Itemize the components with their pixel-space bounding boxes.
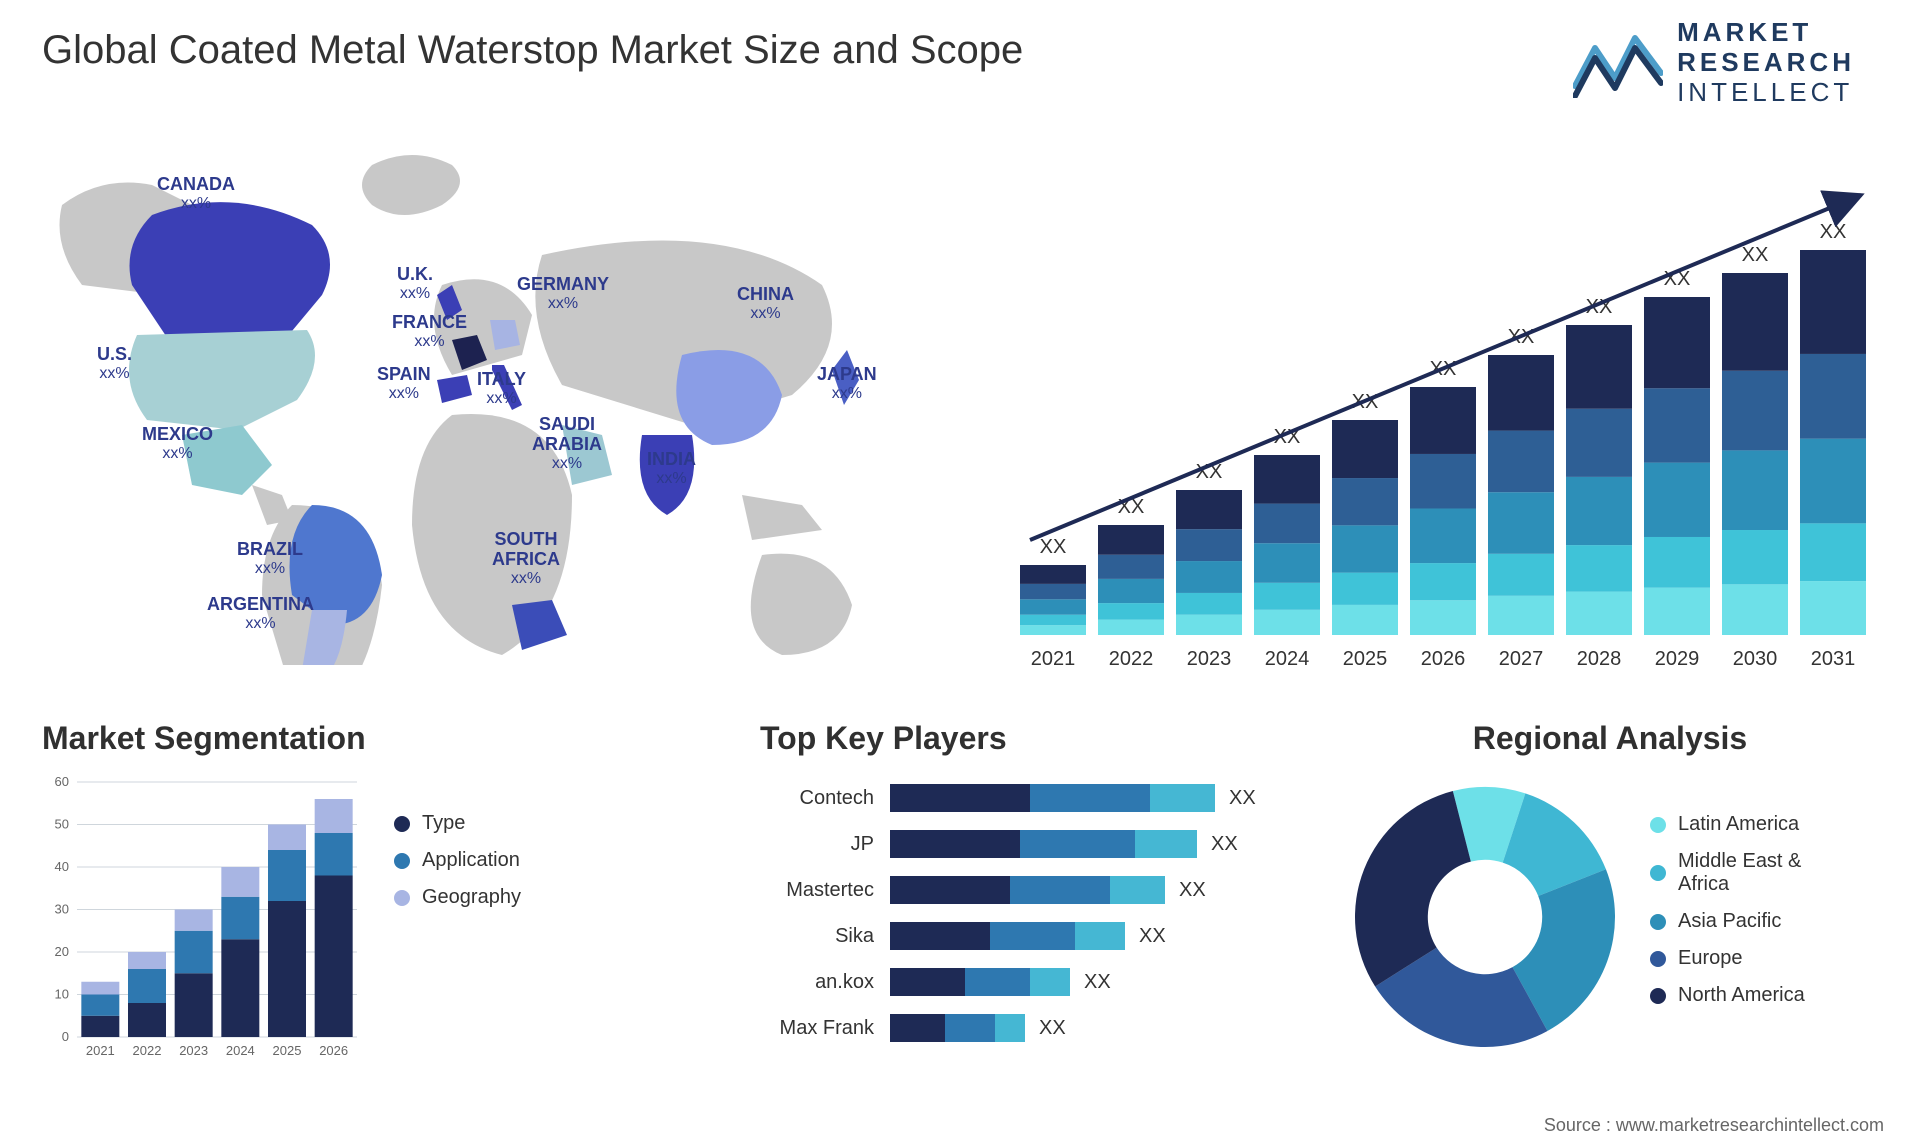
svg-text:2022: 2022 xyxy=(1109,648,1154,670)
svg-text:2021: 2021 xyxy=(1031,648,1076,670)
svg-text:20: 20 xyxy=(55,944,69,959)
segmentation-title: Market Segmentation xyxy=(42,720,572,757)
player-value: XX xyxy=(1179,879,1206,902)
svg-text:40: 40 xyxy=(55,859,69,874)
player-value: XX xyxy=(1039,1017,1066,1040)
world-map-panel: CANADAxx%U.S.xx%MEXICOxx%BRAZILxx%ARGENT… xyxy=(42,135,912,665)
regional-legend-item: Asia Pacific xyxy=(1650,910,1805,933)
logo-mark-icon xyxy=(1573,28,1663,98)
svg-text:XX: XX xyxy=(1040,536,1067,558)
svg-text:2031: 2031 xyxy=(1811,648,1856,670)
player-bar: XX xyxy=(890,830,1280,858)
player-bar: XX xyxy=(890,922,1280,950)
player-name: Contech xyxy=(760,787,890,810)
svg-text:2023: 2023 xyxy=(1187,648,1232,670)
svg-text:50: 50 xyxy=(55,817,69,832)
player-row: Contech XX xyxy=(760,782,1280,814)
svg-text:2021: 2021 xyxy=(86,1043,115,1058)
players-panel: Top Key Players Contech XX JP XX Mastertec XX… xyxy=(760,720,1280,1090)
seg-legend-item: Geography xyxy=(394,886,521,909)
player-row: an.kox XX xyxy=(760,966,1280,998)
segmentation-legend: Type Application Geography xyxy=(372,772,521,1072)
source-label: Source : www.marketresearchintellect.com xyxy=(1544,1115,1884,1136)
player-value: XX xyxy=(1084,971,1111,994)
player-bar: XX xyxy=(890,1014,1280,1042)
svg-text:2025: 2025 xyxy=(1343,648,1388,670)
svg-text:2024: 2024 xyxy=(226,1043,255,1058)
svg-text:60: 60 xyxy=(55,774,69,789)
player-bar: XX xyxy=(890,876,1280,904)
svg-text:2025: 2025 xyxy=(273,1043,302,1058)
regional-legend-item: Europe xyxy=(1650,947,1805,970)
logo-line2: RESEARCH xyxy=(1677,48,1855,78)
regional-legend-item: North America xyxy=(1650,984,1805,1007)
player-row: JP XX xyxy=(760,828,1280,860)
svg-text:XX: XX xyxy=(1742,244,1769,266)
player-bar: XX xyxy=(890,968,1280,996)
svg-text:2028: 2028 xyxy=(1577,648,1622,670)
players-list: ContechXXJPXXMastertecXXSikaXXan.koxXXMa… xyxy=(760,772,1280,1044)
regional-donut-svg xyxy=(1340,772,1630,1062)
svg-text:2024: 2024 xyxy=(1265,648,1310,670)
player-value: XX xyxy=(1229,787,1256,810)
svg-text:2022: 2022 xyxy=(133,1043,162,1058)
logo-line1: MARKET xyxy=(1677,18,1855,48)
segmentation-chart-svg: 0 10 20 30 40 50 60 2021 2022 2023 2024 2025 2026 xyxy=(42,772,372,1072)
growth-chart-panel: XX2021XX2022XX2023XX2024XX2025XX2026XX20… xyxy=(1010,175,1880,685)
svg-text:2026: 2026 xyxy=(319,1043,348,1058)
svg-text:30: 30 xyxy=(55,902,69,917)
logo-line3: INTELLECT xyxy=(1677,78,1855,108)
player-value: XX xyxy=(1139,925,1166,948)
players-title: Top Key Players xyxy=(760,720,1280,757)
regional-panel: Regional Analysis Latin America Middle Ea… xyxy=(1340,720,1880,1090)
player-row: Sika XX xyxy=(760,920,1280,952)
page-title: Global Coated Metal Waterstop Market Siz… xyxy=(42,28,1023,73)
player-name: an.kox xyxy=(760,971,890,994)
svg-text:2023: 2023 xyxy=(179,1043,208,1058)
svg-text:2029: 2029 xyxy=(1655,648,1700,670)
svg-text:2030: 2030 xyxy=(1733,648,1778,670)
segmentation-panel: Market Segmentation 0 10 20 30 40 50 60 2021 202… xyxy=(42,720,572,1090)
world-map-svg xyxy=(42,135,912,665)
regional-legend-item: Middle East &Africa xyxy=(1650,850,1805,896)
player-value: XX xyxy=(1211,833,1238,856)
svg-text:2026: 2026 xyxy=(1421,648,1466,670)
svg-text:XX: XX xyxy=(1820,221,1847,243)
player-bar: XX xyxy=(890,784,1280,812)
brand-logo: MARKET RESEARCH INTELLECT xyxy=(1573,18,1855,108)
svg-text:10: 10 xyxy=(55,987,69,1002)
player-name: Max Frank xyxy=(760,1017,890,1040)
regional-title: Regional Analysis xyxy=(1340,720,1880,757)
svg-text:0: 0 xyxy=(62,1029,69,1044)
player-row: Mastertec XX xyxy=(760,874,1280,906)
regional-legend: Latin America Middle East &Africa Asia Pac… xyxy=(1630,813,1805,1021)
growth-chart-svg: XX2021XX2022XX2023XX2024XX2025XX2026XX20… xyxy=(1010,175,1880,685)
player-row: Max Frank XX xyxy=(760,1012,1280,1044)
seg-legend-item: Application xyxy=(394,849,521,872)
seg-legend-item: Type xyxy=(394,812,521,835)
player-name: Sika xyxy=(760,925,890,948)
player-name: JP xyxy=(760,833,890,856)
regional-legend-item: Latin America xyxy=(1650,813,1805,836)
svg-text:2027: 2027 xyxy=(1499,648,1544,670)
player-name: Mastertec xyxy=(760,879,890,902)
